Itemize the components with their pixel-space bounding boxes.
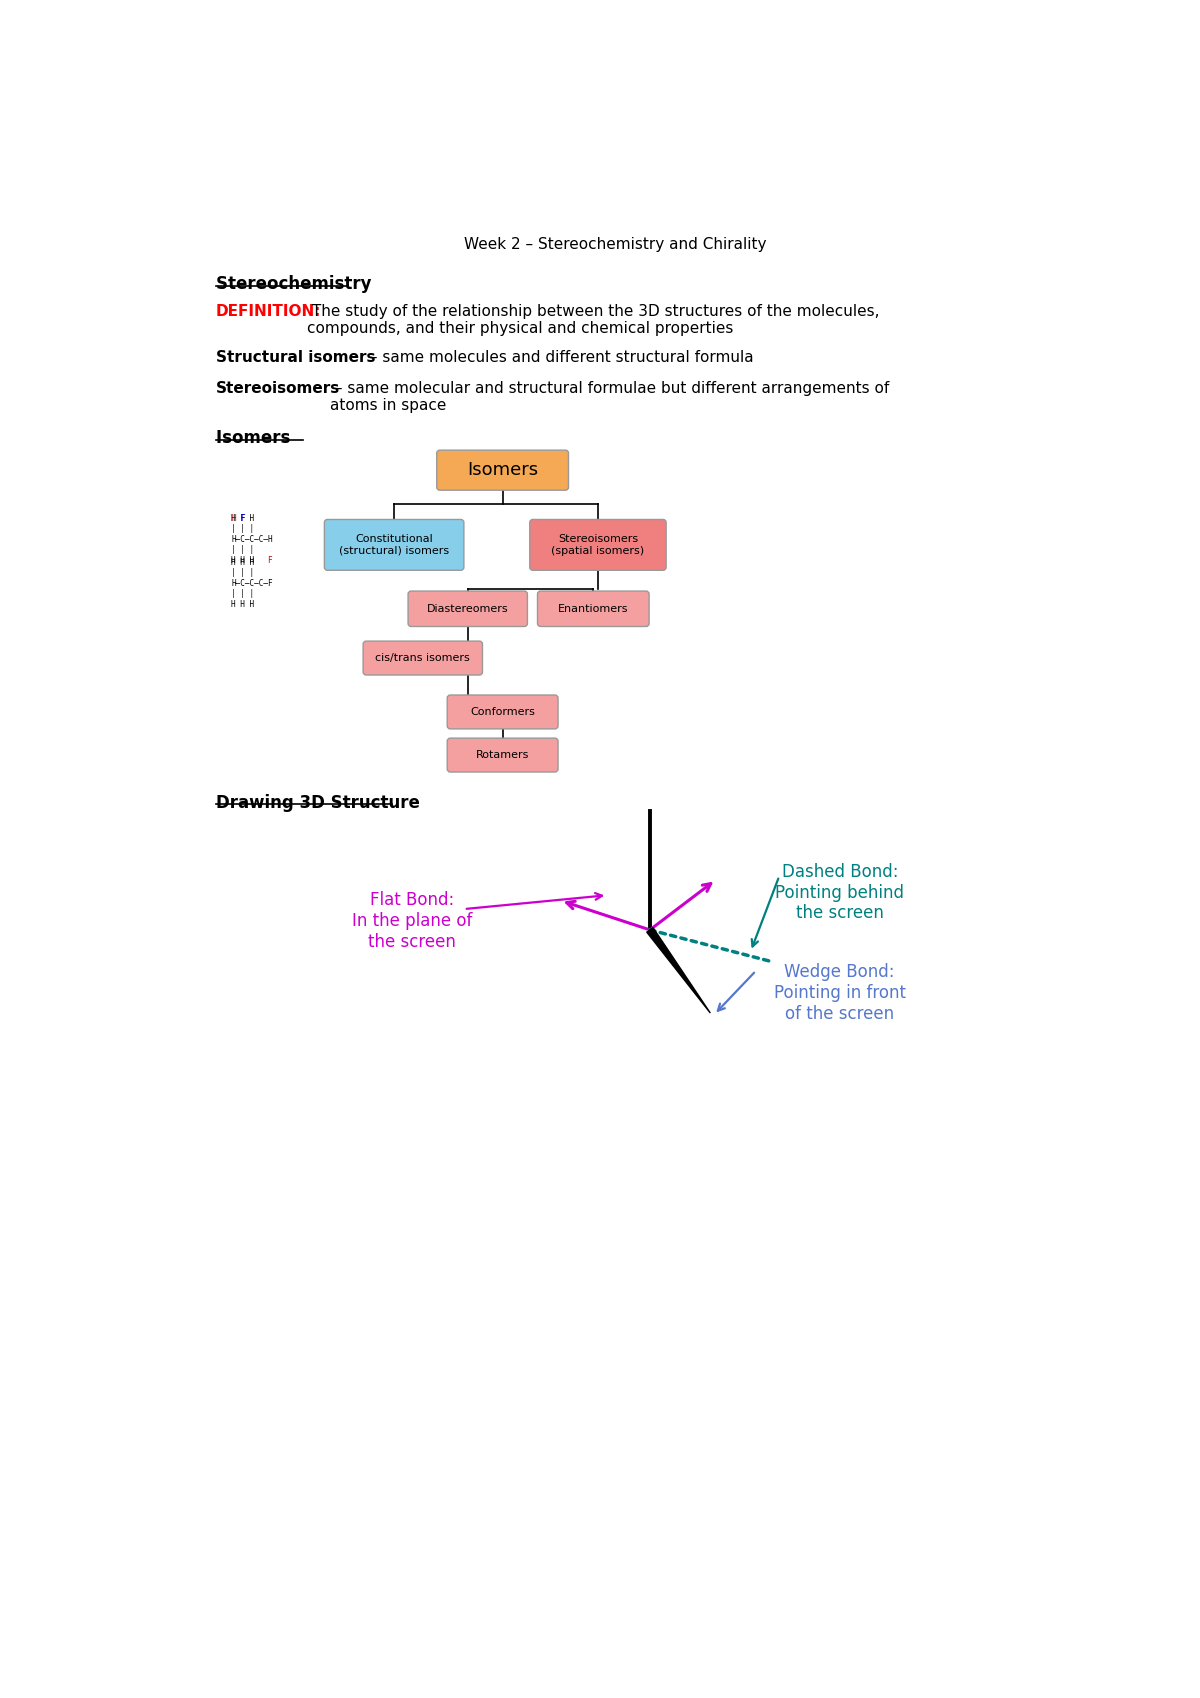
FancyBboxPatch shape — [324, 520, 464, 571]
Text: Enantiomers: Enantiomers — [558, 604, 629, 613]
Text: Dashed Bond:
Pointing behind
the screen: Dashed Bond: Pointing behind the screen — [775, 863, 905, 922]
Text: – same molecules and different structural formula: – same molecules and different structura… — [366, 350, 754, 365]
FancyBboxPatch shape — [364, 642, 482, 676]
Text: Stereoisomers
(spatial isomers): Stereoisomers (spatial isomers) — [551, 535, 644, 555]
Text: Constitutional
(structural) isomers: Constitutional (structural) isomers — [340, 535, 449, 555]
Text: H: H — [232, 514, 236, 523]
FancyBboxPatch shape — [529, 520, 666, 571]
Polygon shape — [647, 927, 710, 1014]
Text: Structural isomers: Structural isomers — [216, 350, 376, 365]
Text: H H H
| | |
H–C–C–C–F
| | |
H H H: H H H | | | H–C–C–C–F | | | H H H — [232, 559, 274, 608]
Text: Flat Bond:
In the plane of
the screen: Flat Bond: In the plane of the screen — [352, 891, 472, 951]
Text: F: F — [268, 557, 271, 565]
Text: Rotamers: Rotamers — [476, 751, 529, 761]
Text: Stereochemistry: Stereochemistry — [216, 275, 377, 294]
Text: Isomers: Isomers — [216, 430, 296, 447]
FancyBboxPatch shape — [408, 591, 528, 627]
Text: DEFINITION:: DEFINITION: — [216, 304, 322, 319]
Text: Isomers: Isomers — [467, 462, 538, 479]
Text: Week 2 – Stereochemistry and Chirality: Week 2 – Stereochemistry and Chirality — [463, 236, 767, 251]
Text: Conformers: Conformers — [470, 706, 535, 717]
Text: Stereoisomers: Stereoisomers — [216, 380, 340, 396]
Text: H F H
| | |
H–C–C–C–H
| | |
H H H: H F H | | | H–C–C–C–H | | | H H H — [232, 514, 274, 565]
Text: F: F — [240, 514, 245, 523]
FancyBboxPatch shape — [538, 591, 649, 627]
Text: Drawing 3D Structure: Drawing 3D Structure — [216, 793, 426, 812]
Text: Wedge Bond:
Pointing in front
of the screen: Wedge Bond: Pointing in front of the scr… — [774, 963, 906, 1022]
Text: Diastereomers: Diastereomers — [427, 604, 509, 613]
FancyBboxPatch shape — [448, 739, 558, 773]
Text: – same molecular and structural formulae but different arrangements of
atoms in : – same molecular and structural formulae… — [330, 380, 889, 413]
FancyBboxPatch shape — [448, 694, 558, 728]
Text: cis/trans isomers: cis/trans isomers — [376, 654, 470, 662]
Text: The study of the relationship between the 3D structures of the molecules,
compou: The study of the relationship between th… — [306, 304, 880, 336]
FancyBboxPatch shape — [437, 450, 569, 491]
